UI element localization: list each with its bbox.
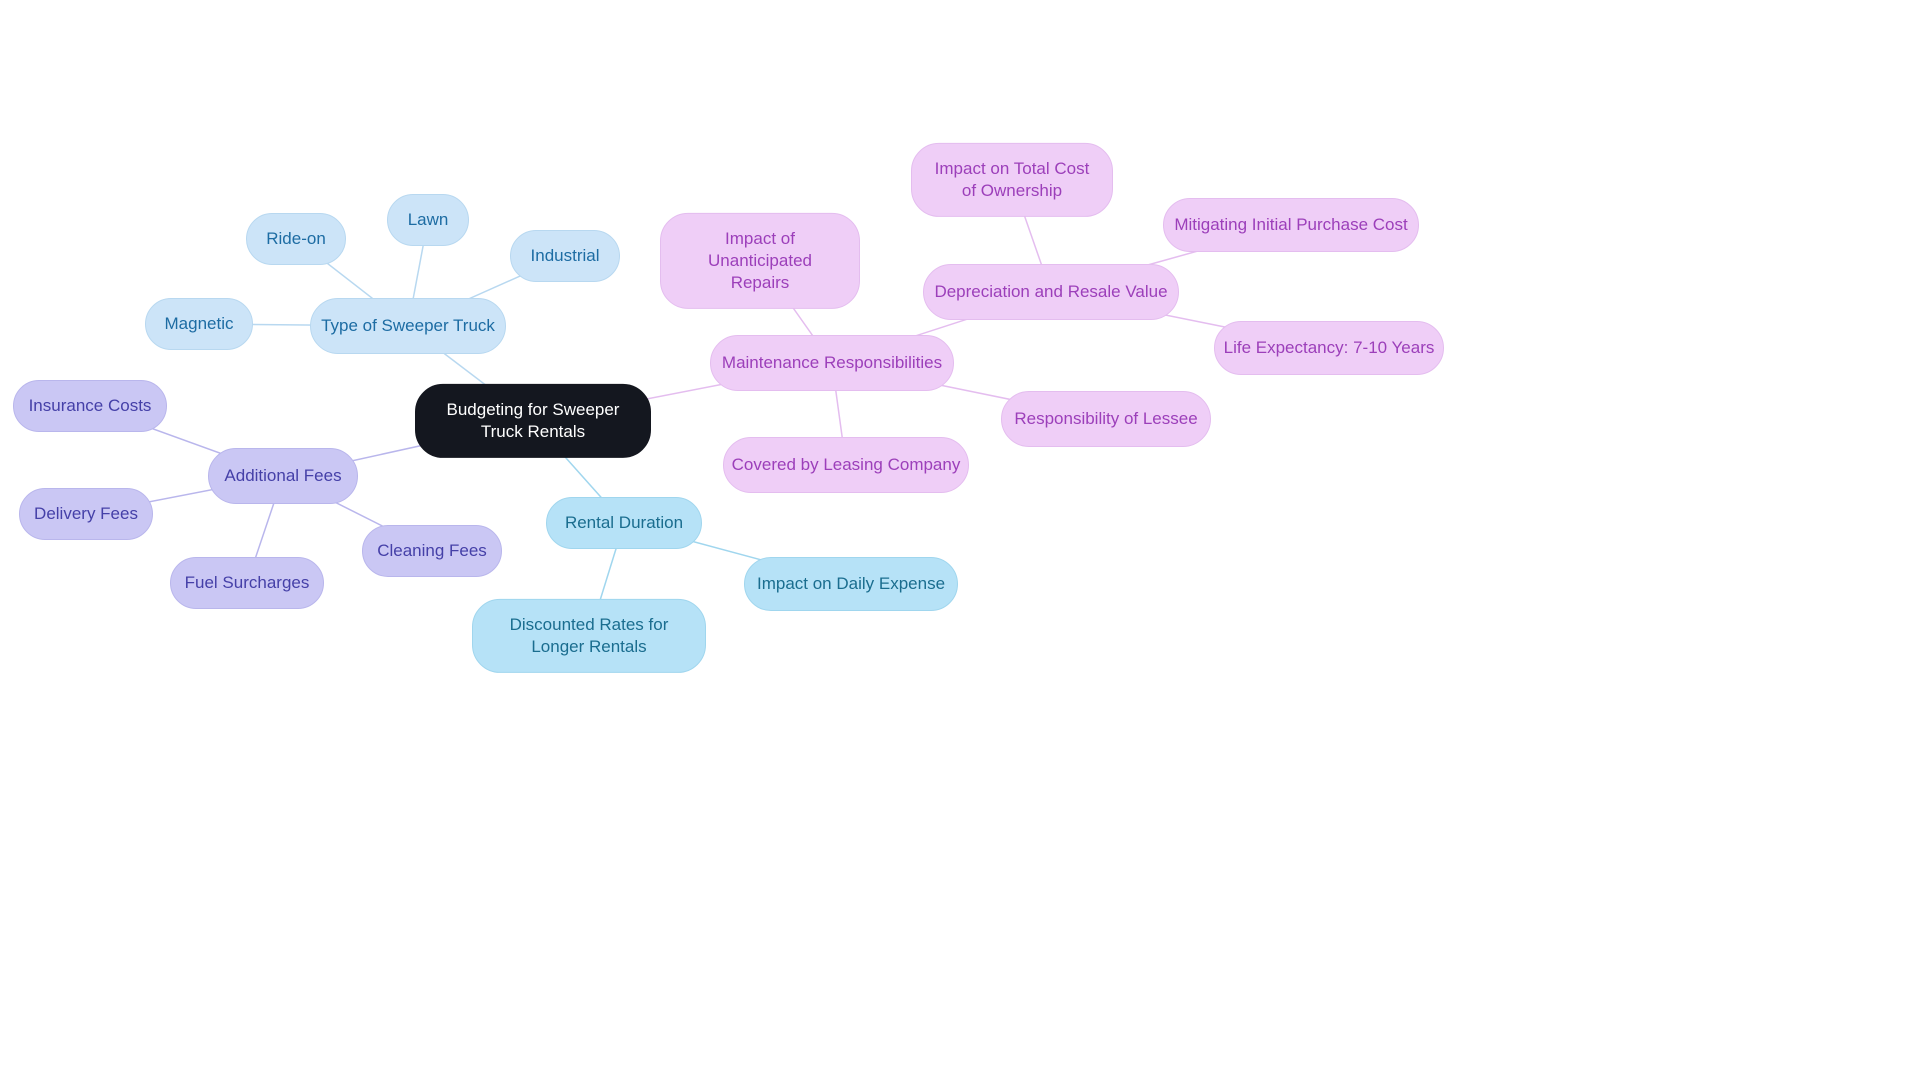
node-depr_life: Life Expectancy: 7-10 Years <box>1214 321 1444 375</box>
node-fees_delivery: Delivery Fees <box>19 488 153 540</box>
node-type_industrial: Industrial <box>510 230 620 282</box>
node-fees_cleaning: Cleaning Fees <box>362 525 502 577</box>
node-maint_lessee: Responsibility of Lessee <box>1001 391 1211 447</box>
mindmap-canvas: Budgeting for Sweeper Truck Rentals Type … <box>0 0 1920 1083</box>
node-duration_daily: Impact on Daily Expense <box>744 557 958 611</box>
node-fees_insurance: Insurance Costs <box>13 380 167 432</box>
node-maint_unanticipated: Impact of Unanticipated Repairs <box>660 213 860 309</box>
node-depr: Depreciation and Resale Value <box>923 264 1179 320</box>
node-root: Budgeting for Sweeper Truck Rentals <box>415 384 651 458</box>
node-duration_discount: Discounted Rates for Longer Rentals <box>472 599 706 673</box>
node-type_lawn: Lawn <box>387 194 469 246</box>
node-duration: Rental Duration <box>546 497 702 549</box>
node-type_rideon: Ride-on <box>246 213 346 265</box>
node-fees: Additional Fees <box>208 448 358 504</box>
node-type: Type of Sweeper Truck <box>310 298 506 354</box>
node-depr_mitigate: Mitigating Initial Purchase Cost <box>1163 198 1419 252</box>
node-depr_tco: Impact on Total Cost of Ownership <box>911 143 1113 217</box>
node-type_magnetic: Magnetic <box>145 298 253 350</box>
node-maint: Maintenance Responsibilities <box>710 335 954 391</box>
node-maint_covered: Covered by Leasing Company <box>723 437 969 493</box>
node-fees_fuel: Fuel Surcharges <box>170 557 324 609</box>
